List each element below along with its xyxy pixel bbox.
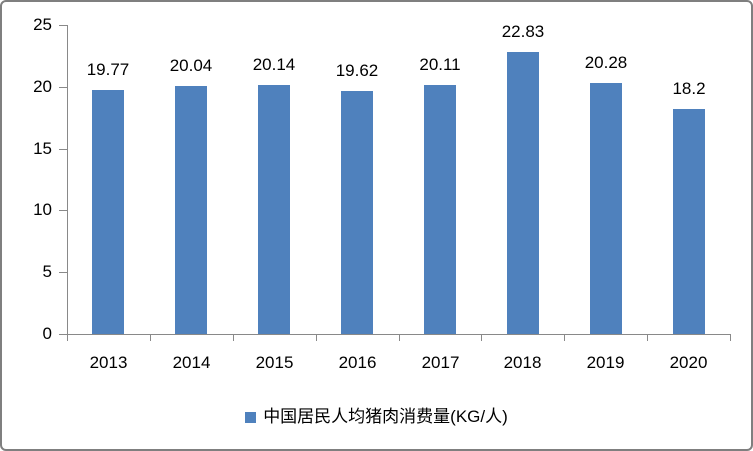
x-axis-line bbox=[67, 334, 731, 335]
bar bbox=[258, 85, 290, 334]
x-tick bbox=[730, 335, 731, 341]
bar-value-label: 20.11 bbox=[419, 55, 461, 74]
legend: 中国居民人均猪肉消费量(KG/人) bbox=[2, 406, 751, 428]
bar-value-label: 19.77 bbox=[86, 60, 130, 79]
x-tick bbox=[647, 335, 648, 341]
y-tick-label: 20 bbox=[33, 77, 52, 96]
bar bbox=[507, 52, 539, 334]
y-tick-label: 0 bbox=[42, 324, 52, 343]
y-tick bbox=[59, 210, 67, 211]
y-tick-label: 25 bbox=[33, 15, 52, 34]
bar-value-label: 19.62 bbox=[335, 61, 379, 80]
x-tick bbox=[399, 335, 400, 341]
x-category-label: 2015 bbox=[255, 353, 294, 372]
bar bbox=[424, 85, 456, 334]
y-tick-label: 5 bbox=[42, 262, 52, 281]
x-tick bbox=[150, 335, 151, 341]
x-category-label: 2013 bbox=[89, 353, 128, 372]
x-tick bbox=[481, 335, 482, 341]
x-category-label: 2020 bbox=[669, 353, 708, 372]
y-tick-label: 15 bbox=[33, 139, 52, 158]
x-category-label: 2014 bbox=[172, 353, 211, 372]
bar bbox=[673, 109, 705, 334]
legend-swatch-icon bbox=[245, 411, 257, 423]
bar bbox=[341, 91, 373, 334]
y-tick bbox=[59, 272, 67, 273]
y-tick bbox=[59, 25, 67, 26]
x-tick bbox=[316, 335, 317, 341]
y-axis-line bbox=[67, 25, 68, 335]
y-tick bbox=[59, 87, 67, 88]
legend-label: 中国居民人均猪肉消费量(KG/人) bbox=[263, 407, 508, 426]
x-tick bbox=[67, 335, 68, 341]
bar-value-label: 20.04 bbox=[169, 56, 213, 75]
x-category-label: 2019 bbox=[586, 353, 625, 372]
x-category-label: 2018 bbox=[503, 353, 542, 372]
bar-value-label: 20.28 bbox=[584, 53, 628, 72]
bar bbox=[92, 90, 124, 334]
x-category-label: 2016 bbox=[338, 353, 377, 372]
y-tick bbox=[59, 334, 67, 335]
bar-value-label: 22.83 bbox=[501, 22, 545, 41]
y-tick bbox=[59, 149, 67, 150]
y-tick-label: 10 bbox=[33, 200, 52, 219]
x-category-label: 2017 bbox=[421, 353, 460, 372]
x-tick bbox=[564, 335, 565, 341]
x-tick bbox=[233, 335, 234, 341]
bar-value-label: 18.2 bbox=[672, 79, 706, 98]
bar-value-label: 20.14 bbox=[252, 55, 296, 74]
bar bbox=[590, 83, 622, 334]
bar bbox=[175, 86, 207, 334]
